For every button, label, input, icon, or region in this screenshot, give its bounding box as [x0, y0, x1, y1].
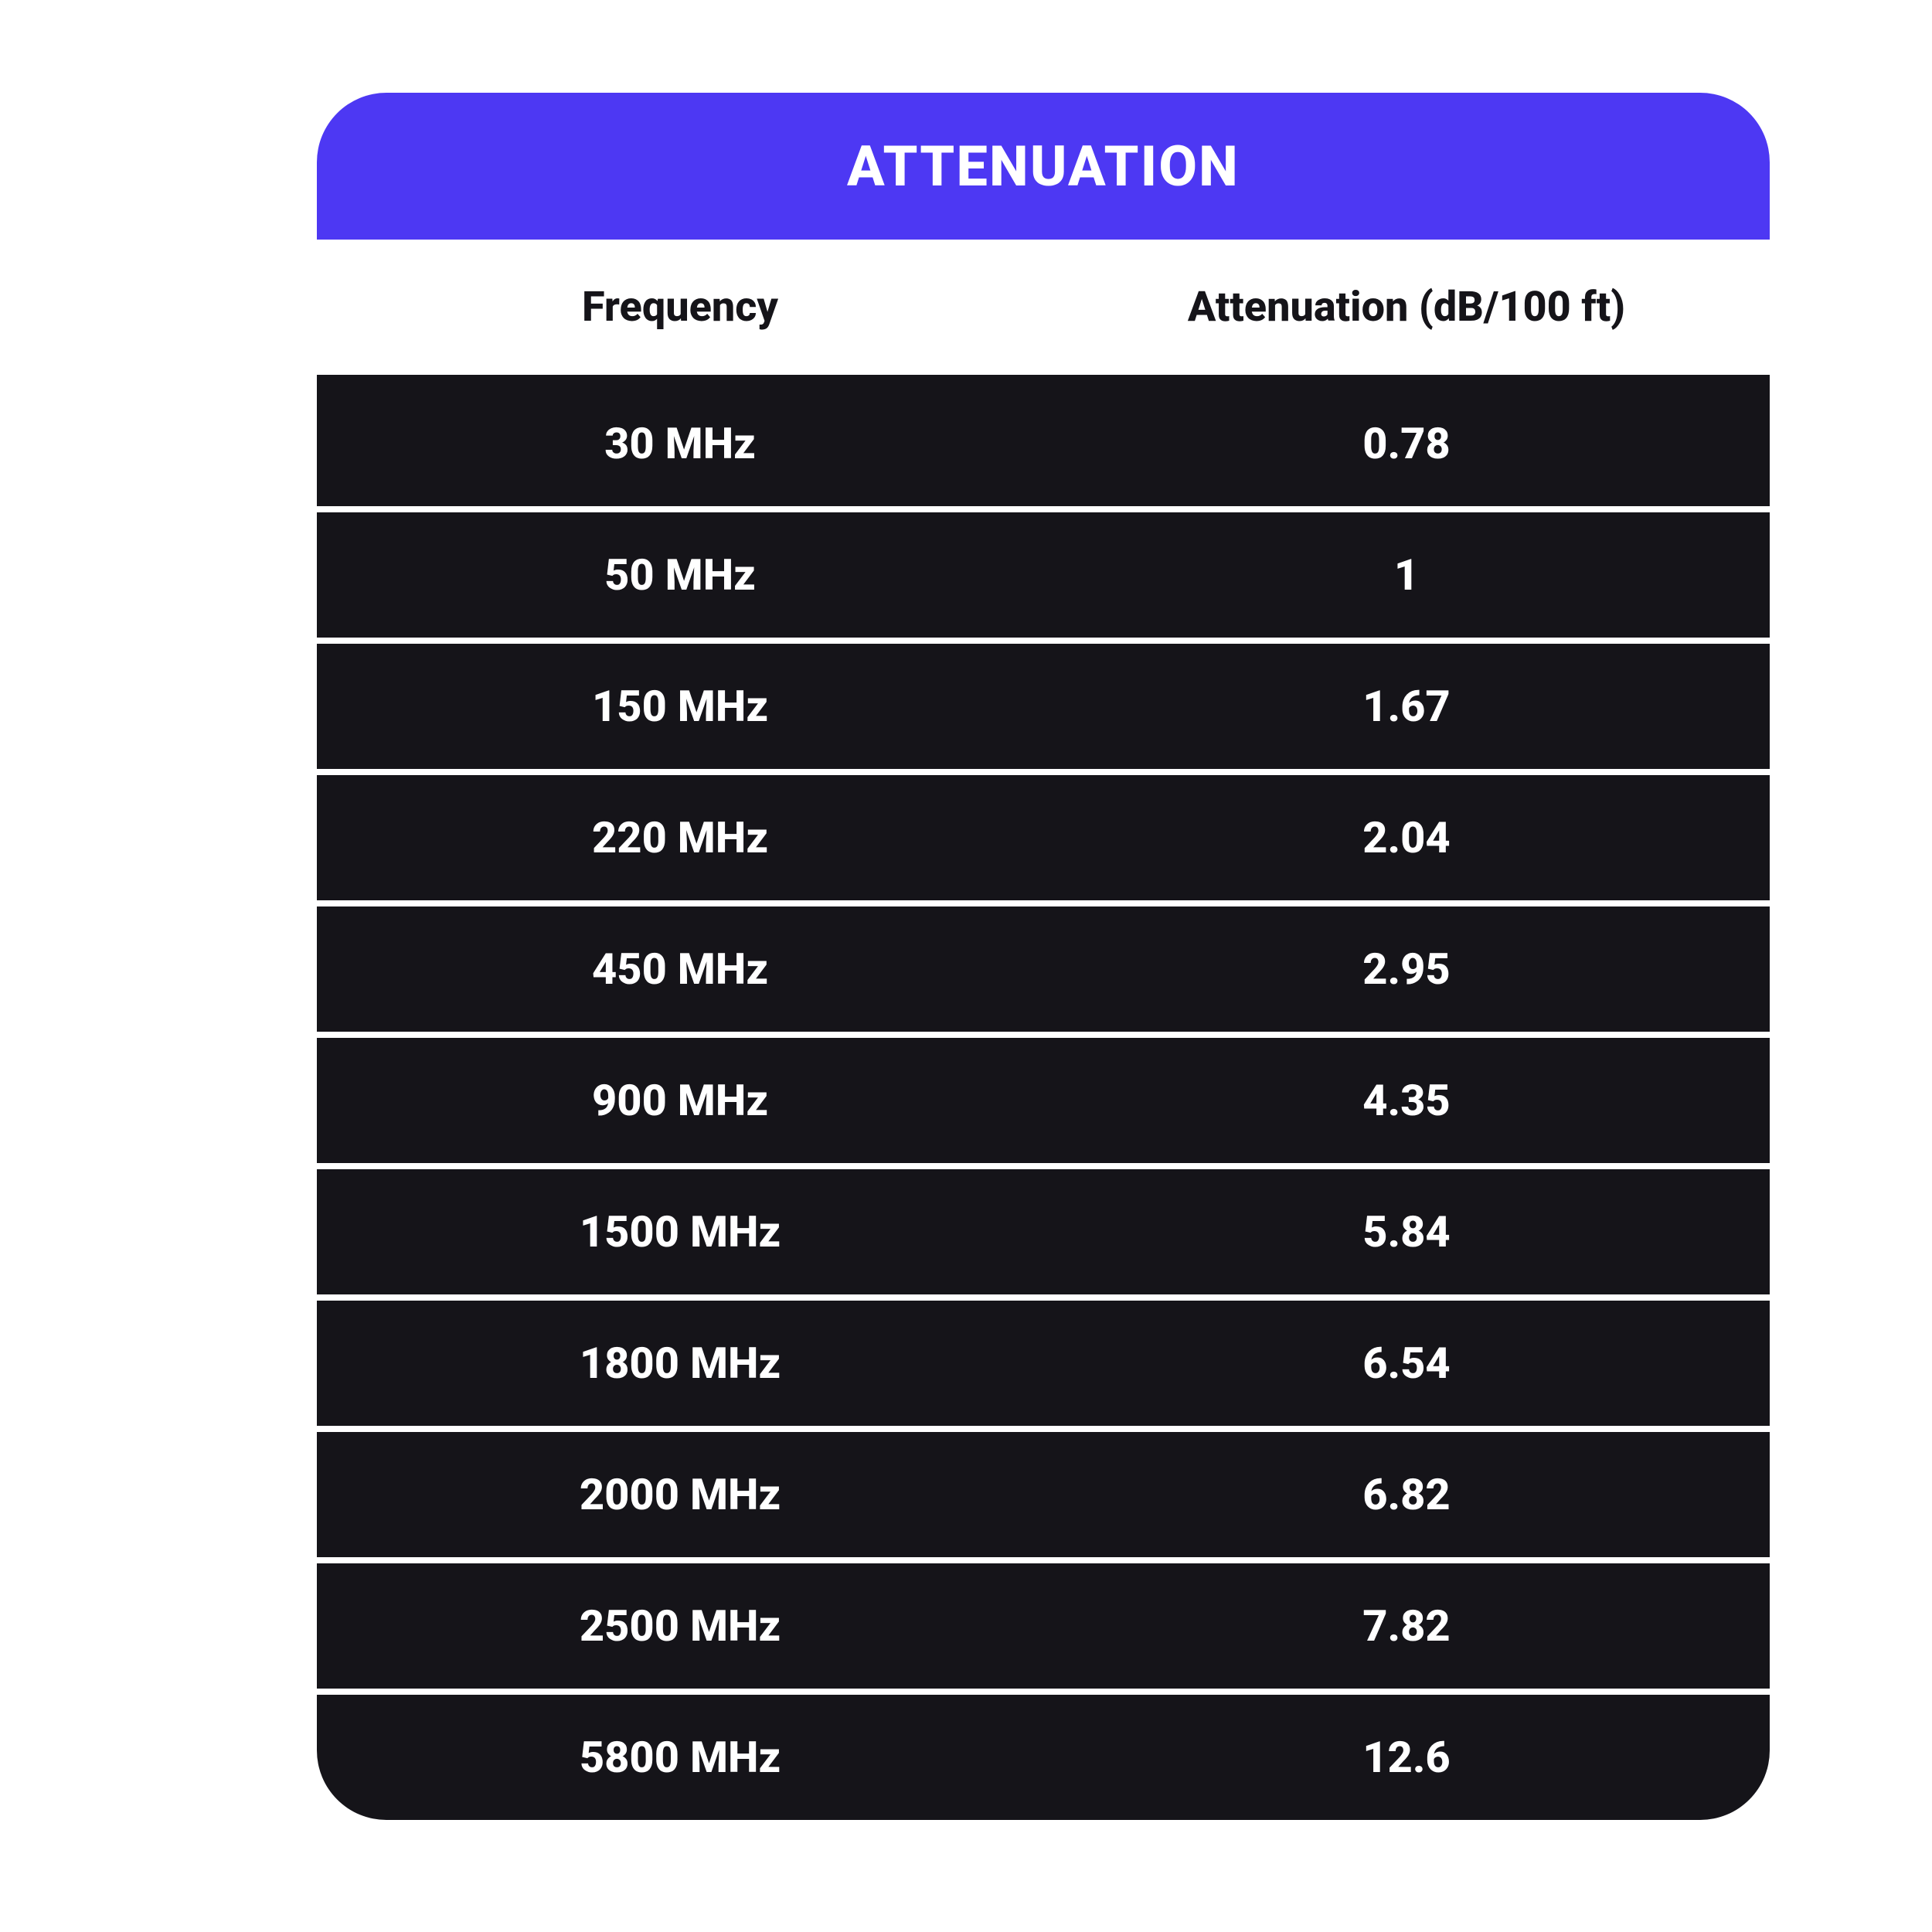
cell-frequency: 2500 MHz [317, 1600, 1043, 1651]
table-row: 1800 MHz6.54 [317, 1294, 1770, 1426]
column-header-frequency: Frequency [317, 283, 1043, 332]
table-row: 2000 MHz6.82 [317, 1426, 1770, 1557]
cell-frequency: 1500 MHz [317, 1206, 1043, 1257]
cell-attenuation: 0.78 [1043, 418, 1770, 469]
card-title: ATTENUATION [317, 93, 1770, 240]
cell-frequency: 5800 MHz [317, 1732, 1043, 1783]
table-row: 50 MHz1 [317, 506, 1770, 638]
table-row: 5800 MHz12.6 [317, 1689, 1770, 1820]
table-row: 220 MHz2.04 [317, 769, 1770, 900]
cell-frequency: 1800 MHz [317, 1338, 1043, 1389]
table-row: 150 MHz1.67 [317, 638, 1770, 769]
cell-attenuation: 2.04 [1043, 812, 1770, 863]
cell-frequency: 900 MHz [317, 1075, 1043, 1126]
cell-frequency: 450 MHz [317, 944, 1043, 995]
cell-attenuation: 12.6 [1043, 1732, 1770, 1783]
cell-attenuation: 1 [1043, 549, 1770, 600]
cell-attenuation: 1.67 [1043, 681, 1770, 732]
table-row: 450 MHz2.95 [317, 900, 1770, 1032]
table-row: 30 MHz0.78 [317, 375, 1770, 506]
attenuation-card: ATTENUATION Frequency Attenuation (dB/10… [317, 93, 1770, 1820]
column-header-row: Frequency Attenuation (dB/100 ft) [317, 240, 1770, 375]
column-header-attenuation: Attenuation (dB/100 ft) [1043, 283, 1770, 332]
cell-attenuation: 6.82 [1043, 1469, 1770, 1520]
cell-frequency: 220 MHz [317, 812, 1043, 863]
cell-attenuation: 4.35 [1043, 1075, 1770, 1126]
cell-attenuation: 6.54 [1043, 1338, 1770, 1389]
table-row: 1500 MHz5.84 [317, 1163, 1770, 1294]
table-row: 900 MHz4.35 [317, 1032, 1770, 1163]
cell-frequency: 2000 MHz [317, 1469, 1043, 1520]
cell-frequency: 50 MHz [317, 549, 1043, 600]
table-body: 30 MHz0.7850 MHz1150 MHz1.67220 MHz2.044… [317, 375, 1770, 1820]
cell-attenuation: 5.84 [1043, 1206, 1770, 1257]
cell-attenuation: 2.95 [1043, 944, 1770, 995]
table-row: 2500 MHz7.82 [317, 1557, 1770, 1689]
cell-attenuation: 7.82 [1043, 1600, 1770, 1651]
cell-frequency: 150 MHz [317, 681, 1043, 732]
cell-frequency: 30 MHz [317, 418, 1043, 469]
